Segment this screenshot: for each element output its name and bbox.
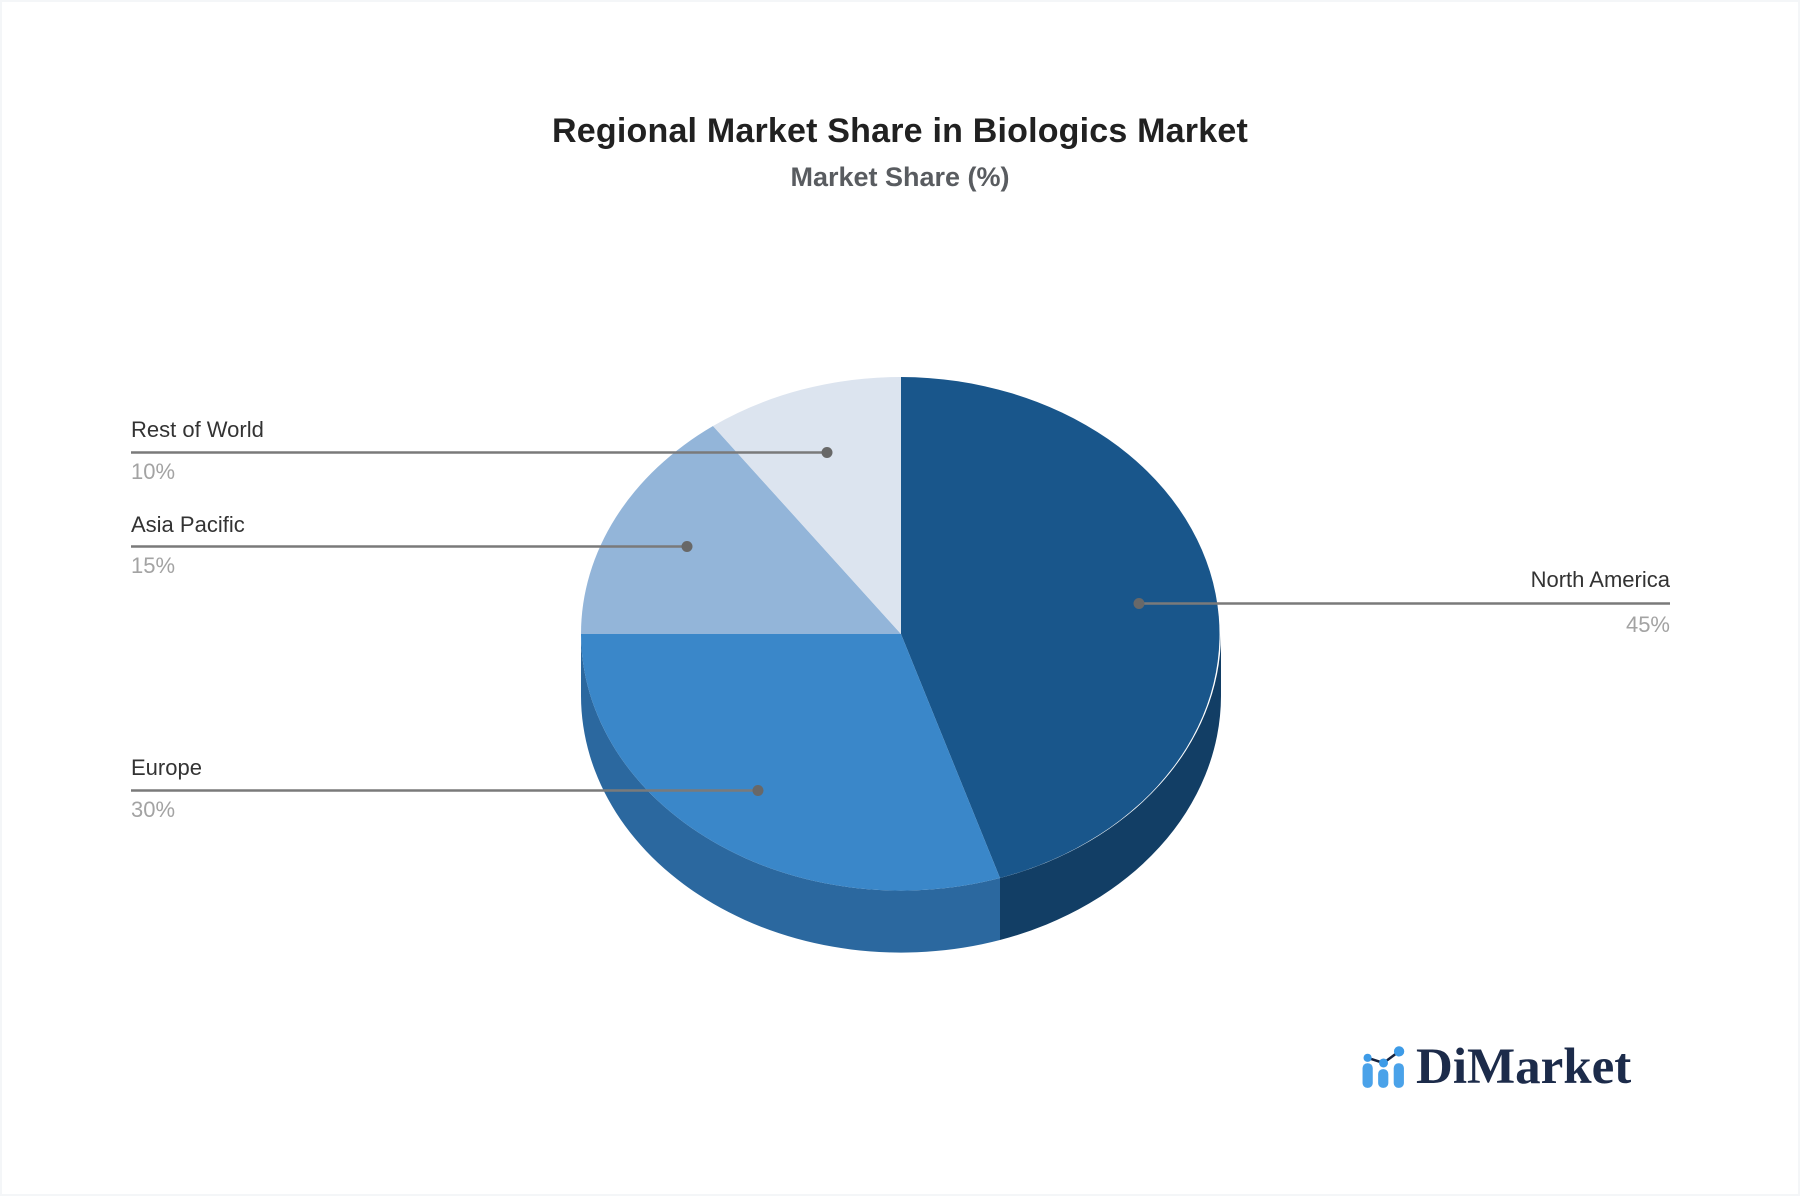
pie-slice-rest-of-world[interactable]	[713, 376, 901, 634]
logo-dot-left	[1363, 1053, 1372, 1062]
slice-label-asia-pacific: Asia Pacific	[131, 512, 245, 537]
pie-slice-asia-pacific[interactable]	[581, 426, 901, 634]
slice-label-north-america: North America	[1530, 567, 1670, 592]
connector-dot-europe	[752, 785, 764, 796]
slice-value-europe: 30%	[131, 797, 176, 822]
brand-name: DiMarket	[1416, 1039, 1632, 1095]
logo-bar-right	[1393, 1063, 1404, 1088]
connector-dot-asia-pacific	[681, 541, 693, 552]
slice-label-rest-of-world: Rest of World	[131, 417, 264, 442]
pie-slice-europe[interactable]	[581, 634, 1000, 891]
logo-dot-middle	[1378, 1058, 1389, 1068]
connector-dot-north-america	[1133, 598, 1145, 609]
slice-value-north-america: 45%	[1625, 612, 1670, 637]
brand-logo: DiMarket	[1362, 1042, 1631, 1093]
pie-slice-north-america[interactable]	[901, 377, 1220, 878]
slice-value-rest-of-world: 10%	[131, 459, 176, 484]
logo-bar-middle	[1378, 1069, 1389, 1088]
pie-slice-europe-side	[581, 634, 1000, 953]
slice-value-asia-pacific: 15%	[131, 553, 176, 578]
dimarket-logo-icon	[1362, 1046, 1405, 1088]
logo-dot-right	[1393, 1046, 1405, 1057]
logo-bar-left	[1362, 1063, 1373, 1088]
page-title: Regional Market Share in Biologics Marke…	[552, 112, 1248, 150]
connector-dot-rest-of-world	[821, 447, 833, 458]
pie-slice-north-america-side	[1000, 634, 1221, 940]
slice-label-europe: Europe	[131, 755, 202, 780]
page-subtitle: Market Share (%)	[790, 162, 1010, 192]
